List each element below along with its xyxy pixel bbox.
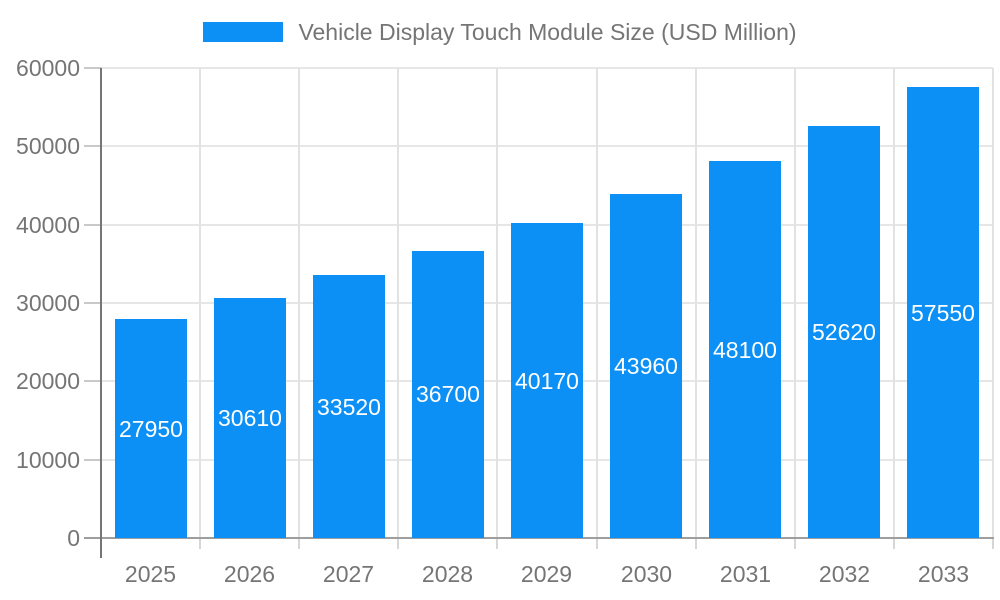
bar-value-label: 57550 (911, 300, 975, 326)
gridline-vertical (397, 68, 399, 538)
bar-2029[interactable] (511, 223, 583, 538)
bar-2030[interactable] (610, 194, 682, 538)
y-axis-line (100, 68, 102, 558)
bar-2025[interactable] (115, 319, 187, 538)
gridline-horizontal (101, 67, 993, 69)
x-tick-label: 2026 (223, 561, 276, 587)
x-tick-label: 2032 (818, 561, 871, 587)
bar-2026[interactable] (214, 298, 286, 538)
x-axis-tick (992, 538, 994, 549)
chart-legend[interactable]: Vehicle Display Touch Module Size (USD M… (0, 18, 1000, 45)
x-tick-label: 2033 (917, 561, 970, 587)
y-tick-label: 40000 (16, 212, 80, 238)
gridline-horizontal (101, 145, 993, 147)
bar-value-label: 52620 (812, 319, 876, 345)
x-tick-label: 2025 (124, 561, 177, 587)
bar-2032[interactable] (808, 126, 880, 538)
bar-2028[interactable] (412, 251, 484, 538)
bar-2031[interactable] (709, 161, 781, 538)
x-tick-label: 2027 (322, 561, 375, 587)
y-axis-tick (84, 224, 101, 226)
gridline-vertical (596, 68, 598, 538)
x-tick-label: 2030 (620, 561, 673, 587)
y-tick-label: 20000 (16, 368, 80, 394)
legend-swatch-icon (203, 22, 284, 42)
y-axis-tick (84, 145, 101, 147)
bar-value-label: 30610 (218, 405, 282, 431)
bar-value-label: 33520 (317, 394, 381, 420)
gridline-vertical (695, 68, 697, 538)
y-axis-tick (84, 302, 101, 304)
gridline-vertical (893, 68, 895, 538)
x-axis-tick (397, 538, 399, 549)
x-tick-label: 2029 (520, 561, 573, 587)
y-tick-label: 10000 (16, 447, 80, 473)
x-axis-tick (199, 538, 201, 549)
bar-value-label: 27950 (119, 416, 183, 442)
bar-value-label: 43960 (614, 353, 678, 379)
y-tick-label: 50000 (16, 133, 80, 159)
bar-value-label: 36700 (416, 381, 480, 407)
bar-2033[interactable] (907, 87, 979, 538)
x-axis-tick (298, 538, 300, 549)
x-axis-tick (794, 538, 796, 549)
x-tick-label: 2031 (719, 561, 772, 587)
y-axis-tick (84, 459, 101, 461)
x-tick-label: 2028 (421, 561, 474, 587)
x-axis-tick (496, 538, 498, 549)
y-tick-label: 30000 (16, 290, 80, 316)
x-axis-tick (893, 538, 895, 549)
gridline-vertical (794, 68, 796, 538)
gridline-vertical (496, 68, 498, 538)
x-axis-tick (596, 538, 598, 549)
bar-value-label: 40170 (515, 368, 579, 394)
gridline-vertical (992, 68, 994, 538)
gridline-vertical (199, 68, 201, 538)
x-axis-line (84, 537, 994, 539)
legend-label: Vehicle Display Touch Module Size (USD M… (298, 18, 797, 45)
y-axis-tick (84, 380, 101, 382)
bar-2027[interactable] (313, 275, 385, 538)
y-tick-label: 60000 (16, 55, 80, 81)
gridline-vertical (298, 68, 300, 538)
y-tick-label: 0 (67, 525, 80, 551)
bar-value-label: 48100 (713, 337, 777, 363)
y-axis-tick (84, 67, 101, 69)
x-axis-tick (695, 538, 697, 549)
